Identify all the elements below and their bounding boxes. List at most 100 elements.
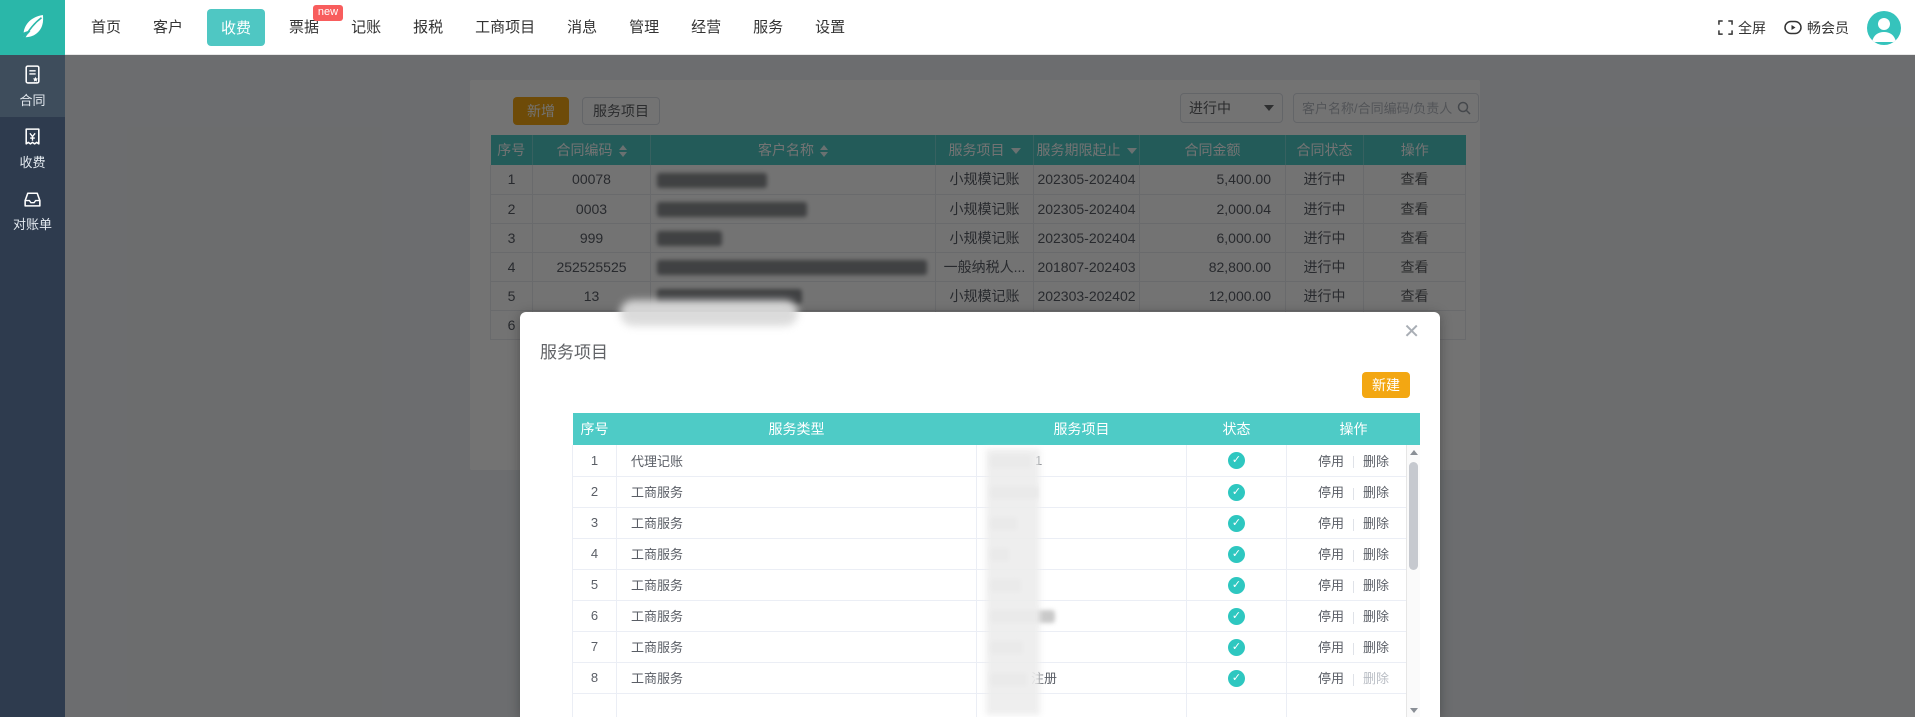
nav-item-services[interactable]: 服务 [753,18,784,36]
col-header-service-name: 服务项目 [976,413,1187,445]
stop-link[interactable]: 停用 [1317,516,1344,531]
dialog-title: 服务项目 [540,343,608,362]
contract-icon [25,64,40,84]
sidebar-item-statements-label: 对账单 [12,216,52,232]
nav-item-customers[interactable]: 客户 [153,18,184,36]
divider [1353,487,1354,500]
new-service-button[interactable]: 新建 [1362,372,1410,398]
cell-service-name [976,507,1187,539]
sidebar-item-statements[interactable]: 对账单 [0,179,65,241]
stop-link[interactable]: 停用 [1317,453,1344,469]
status-enabled-check-icon: ✓ [1228,638,1245,656]
cell-service-type: 工商服务 [616,631,977,663]
fullscreen-button[interactable]: 全屏 [1718,18,1766,38]
divider [1353,642,1354,655]
avatar[interactable] [1867,10,1901,45]
sidebar: 合同 收费 对账单 [0,55,65,717]
fullscreen-label: 全屏 [1738,19,1766,36]
privacy-mask [991,486,1037,500]
service-item-row: 8 工商服务 注册 ✓ 停用 删除 [572,662,1420,694]
nav-item-operations[interactable]: 经营 [691,18,722,36]
cell-service-type: 工商服务 [616,476,977,508]
delete-link[interactable]: 删除 [1363,453,1390,469]
divider [1353,580,1354,593]
cell-actions: 停用 删除 [1286,507,1420,539]
delete-link[interactable]: 删除 [1363,640,1390,655]
delete-link[interactable]: 删除 [1363,671,1390,686]
delete-link[interactable]: 删除 [1363,516,1390,531]
stop-link[interactable]: 停用 [1317,640,1344,655]
cell-service-type: 工商服务 [616,600,977,632]
service-item-row: 2 工商服务 ✓ 停用 删除 [572,476,1420,508]
nav-item-management[interactable]: 管理 [629,18,660,36]
stop-link[interactable]: 停用 [1317,485,1344,500]
nav-item-messages[interactable]: 消息 [567,18,598,36]
delete-link[interactable]: 删除 [1363,609,1390,624]
service-item-row-partial [572,693,1420,717]
cell-status: ✓ [1186,600,1287,632]
nav-item-business-projects[interactable]: 工商项目 [475,18,536,36]
cell-service-type: 工商服务 [616,507,977,539]
status-enabled-check-icon: ✓ [1228,452,1245,470]
delete-link[interactable]: 删除 [1363,485,1390,500]
scroll-thumb[interactable] [1409,462,1418,570]
divider [1353,518,1354,531]
service-item-row: 5 工商服务 ✓ 停用 删除 [572,569,1420,601]
cell-status: ✓ [1186,662,1287,694]
stop-link[interactable]: 停用 [1317,671,1344,686]
nav-item-home[interactable]: 首页 [91,18,122,36]
divider [1353,673,1354,686]
cell-actions: 停用 删除 [1286,538,1420,570]
cell-index: 7 [572,631,617,663]
scroll-up-button[interactable] [1407,445,1420,459]
nav-item-tax-filing[interactable]: 报税 [413,18,444,36]
nav-item-invoices-label: 票据 [289,18,320,36]
cell-index: 5 [572,569,617,601]
new-badge: new [312,4,344,21]
cell-service-type: 工商服务 [616,569,977,601]
nav-item-invoices[interactable]: 票据 new [273,0,344,55]
dialog-scrollbar[interactable] [1406,445,1420,717]
cell-service-name [976,631,1187,663]
cell-service-type: 工商服务 [616,662,977,694]
sidebar-item-charges[interactable]: 收费 [0,117,65,179]
cell-index: 8 [572,662,617,694]
scroll-down-button[interactable] [1407,703,1420,717]
col-header-actions: 操作 [1286,413,1420,445]
dialog-table-wrap: 序号 服务类型 服务项目 状态 操作 1 代理记账 1 ✓ 停用 删除 2 工商服务 ✓ 停用 删除… [572,413,1420,717]
delete-link[interactable]: 删除 [1363,578,1390,593]
nav-item-settings[interactable]: 设置 [815,18,846,36]
stop-link[interactable]: 停用 [1317,547,1344,562]
cell-index: 1 [572,445,617,477]
privacy-mask [991,673,1027,687]
statement-icon [24,191,41,207]
col-header-service-type: 服务类型 [616,413,977,445]
cell-actions [1286,693,1420,717]
nav-item-billing[interactable]: 收费 [207,8,266,46]
service-item-row: 4 工商服务 ✓ 停用 删除 [572,538,1420,570]
sidebar-item-charges-label: 收费 [19,154,46,170]
col-header-index: 序号 [572,413,617,445]
nav-item-bookkeeping[interactable]: 记账 [351,18,382,36]
cell-service-name [976,538,1187,570]
stop-link[interactable]: 停用 [1317,578,1344,593]
service-items-dialog: 服务项目 ✕ 新建 序号 服务类型 服务项目 状态 操作 1 代理记账 1 ✓ 停用 删除… [520,312,1440,717]
sidebar-item-contracts-label: 合同 [19,92,46,108]
cell-actions: 停用 删除 [1286,631,1420,663]
close-icon[interactable]: ✕ [1403,321,1420,343]
cell-service-name [976,569,1187,601]
top-nav: 首页 客户 收费 票据 new 记账 报税 工商项目 消息 管理 经营 服务 设… [75,0,861,55]
cell-service-name [976,600,1187,632]
service-item-row: 1 代理记账 1 ✓ 停用 删除 [572,445,1420,477]
status-enabled-check-icon: ✓ [1228,545,1245,563]
sidebar-item-contracts[interactable]: 合同 [0,55,65,117]
status-enabled-check-icon: ✓ [1228,514,1245,532]
brand-logo[interactable] [0,0,65,55]
cell-status [1186,693,1287,717]
cell-actions: 停用 删除 [1286,569,1420,601]
cell-service-name: 注册 [976,662,1187,694]
stop-link[interactable]: 停用 [1317,609,1344,624]
delete-link[interactable]: 删除 [1363,547,1390,562]
status-enabled-check-icon: ✓ [1228,483,1245,501]
member-button[interactable]: 畅会员 [1784,18,1849,38]
